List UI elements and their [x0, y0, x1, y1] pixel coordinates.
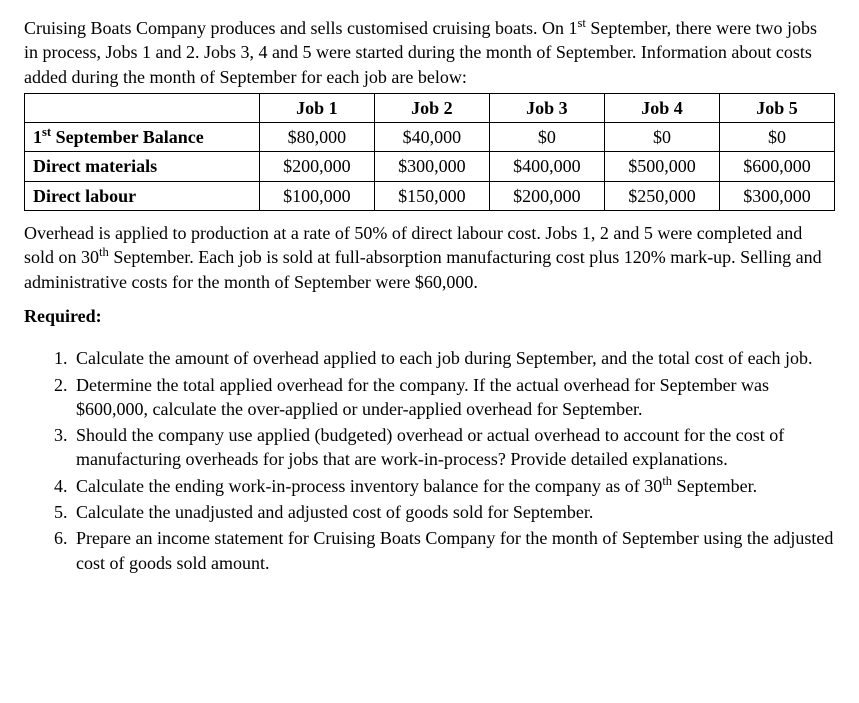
cell: $40,000: [374, 123, 489, 152]
mid-text-b: September. Each job is sold at full-abso…: [24, 247, 822, 291]
list-item: Should the company use applied (budgeted…: [72, 423, 835, 472]
row3-label: Direct labour: [25, 181, 260, 210]
row1-label-sup: st: [42, 125, 51, 139]
cell: $200,000: [259, 152, 374, 181]
item4-sup: th: [662, 474, 672, 488]
required-label: Required:: [24, 304, 835, 328]
list-item: Calculate the unadjusted and adjusted co…: [72, 500, 835, 524]
header-job4: Job 4: [604, 93, 719, 122]
header-blank: [25, 93, 260, 122]
list-item: Calculate the ending work-in-process inv…: [72, 474, 835, 498]
cell: $100,000: [259, 181, 374, 210]
cell: $600,000: [719, 152, 834, 181]
item4-a: Calculate the ending work-in-process inv…: [76, 476, 662, 496]
cell: $0: [604, 123, 719, 152]
required-list: Calculate the amount of overhead applied…: [24, 346, 835, 575]
cell: $500,000: [604, 152, 719, 181]
row1-label-b: September Balance: [51, 127, 204, 147]
cell: $250,000: [604, 181, 719, 210]
table-header-row: Job 1 Job 2 Job 3 Job 4 Job 5: [25, 93, 835, 122]
header-job3: Job 3: [489, 93, 604, 122]
cell: $0: [719, 123, 834, 152]
cell: $0: [489, 123, 604, 152]
row1-label-a: 1: [33, 127, 42, 147]
list-item: Prepare an income statement for Cruising…: [72, 526, 835, 575]
table-row: 1st September Balance $80,000 $40,000 $0…: [25, 123, 835, 152]
row2-label: Direct materials: [25, 152, 260, 181]
intro-sup: st: [577, 16, 585, 30]
list-item: Determine the total applied overhead for…: [72, 373, 835, 422]
cell: $200,000: [489, 181, 604, 210]
header-job5: Job 5: [719, 93, 834, 122]
cell: $400,000: [489, 152, 604, 181]
intro-text-a: Cruising Boats Company produces and sell…: [24, 18, 577, 38]
item4-b: September.: [672, 476, 757, 496]
cell: $150,000: [374, 181, 489, 210]
mid-paragraph: Overhead is applied to production at a r…: [24, 221, 835, 294]
header-job1: Job 1: [259, 93, 374, 122]
header-job2: Job 2: [374, 93, 489, 122]
mid-sup: th: [99, 245, 109, 259]
costs-table: Job 1 Job 2 Job 3 Job 4 Job 5 1st Septem…: [24, 93, 835, 211]
table-row: Direct materials $200,000 $300,000 $400,…: [25, 152, 835, 181]
cell: $80,000: [259, 123, 374, 152]
list-item: Calculate the amount of overhead applied…: [72, 346, 835, 370]
cell: $300,000: [374, 152, 489, 181]
row1-label: 1st September Balance: [25, 123, 260, 152]
cell: $300,000: [719, 181, 834, 210]
intro-paragraph: Cruising Boats Company produces and sell…: [24, 16, 835, 89]
table-row: Direct labour $100,000 $150,000 $200,000…: [25, 181, 835, 210]
